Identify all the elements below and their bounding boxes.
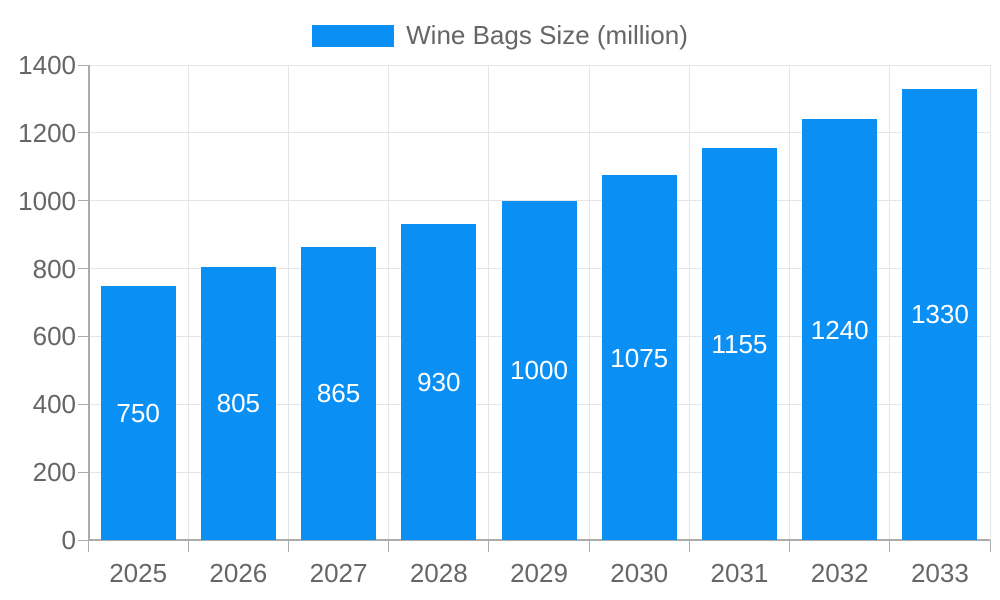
y-axis-tick	[78, 64, 88, 66]
x-axis-tick	[588, 540, 590, 552]
x-axis-tick	[688, 540, 690, 552]
bar-value-label: 1155	[711, 329, 768, 360]
bar-2028[interactable]: 930	[401, 224, 477, 540]
bar-2027[interactable]: 865	[301, 246, 377, 540]
bar-value-label: 805	[216, 388, 261, 419]
y-axis-label: 800	[32, 253, 76, 284]
gridline-vertical	[789, 65, 791, 540]
y-axis-line	[88, 65, 90, 540]
legend-label: Wine Bags Size (million)	[406, 20, 688, 50]
y-axis-tick	[78, 471, 88, 473]
y-axis-label: 200	[32, 457, 76, 488]
gridline-vertical	[287, 65, 289, 540]
gridline-vertical	[889, 65, 891, 540]
bar-value-label: 1000	[510, 355, 568, 386]
x-axis-tick	[388, 540, 390, 552]
x-axis-tick	[989, 540, 991, 552]
x-axis-label: 2026	[209, 558, 268, 588]
gridline-vertical	[688, 65, 690, 540]
y-axis-label: 600	[32, 321, 76, 352]
bar-value-label: 1330	[910, 299, 969, 330]
bar-value-label: 1240	[810, 314, 869, 345]
legend: Wine Bags Size (million)	[0, 20, 1000, 51]
y-axis-tick	[78, 403, 88, 405]
bar-2025[interactable]: 750	[100, 285, 176, 540]
y-axis-label: 0	[61, 525, 76, 555]
y-axis-label: 1000	[18, 185, 76, 216]
bar-value-label: 750	[116, 397, 160, 428]
x-axis-tick	[889, 540, 891, 552]
gridline-vertical	[388, 65, 390, 540]
y-axis-label: 400	[32, 389, 76, 420]
x-axis-tick	[87, 540, 89, 552]
x-axis-label: 2031	[710, 558, 769, 588]
bar-2026[interactable]: 805	[200, 266, 276, 540]
y-axis-label: 1200	[18, 117, 76, 148]
x-axis-line	[88, 539, 990, 541]
x-axis-tick	[789, 540, 791, 552]
gridline-horizontal	[88, 64, 990, 66]
gridline-vertical	[187, 65, 189, 540]
x-axis-label: 2028	[409, 558, 468, 588]
gridline-horizontal	[88, 132, 990, 134]
bar-value-label: 1075	[610, 342, 669, 373]
y-axis-tick	[78, 539, 88, 541]
y-axis-tick	[78, 268, 88, 270]
y-axis-tick	[78, 335, 88, 337]
x-axis-label: 2032	[810, 558, 869, 588]
gridline-vertical	[989, 65, 991, 540]
legend-item[interactable]: Wine Bags Size (million)	[312, 20, 688, 51]
bar-2029[interactable]: 1000	[501, 200, 577, 540]
y-axis-tick	[78, 200, 88, 202]
gridline-vertical	[488, 65, 490, 540]
bar-2033[interactable]: 1330	[902, 88, 978, 540]
x-axis-label: 2033	[910, 558, 969, 588]
bar-value-label: 930	[417, 367, 461, 398]
plot-area: 0 200 400 600 800 1000 1200 1400 750 2025 805 2026 8…	[18, 50, 991, 588]
x-axis-label: 2029	[510, 558, 568, 588]
x-axis-label: 2027	[309, 558, 368, 588]
x-axis-tick	[287, 540, 289, 552]
y-axis-label: 1400	[18, 50, 76, 80]
legend-swatch-icon	[312, 24, 395, 47]
x-axis-tick	[187, 540, 189, 552]
x-axis-label: 2030	[610, 558, 669, 588]
bar-2032[interactable]: 1240	[802, 119, 878, 540]
x-axis-tick	[488, 540, 490, 552]
y-axis-tick	[78, 132, 88, 134]
bar-2031[interactable]: 1155	[701, 148, 777, 540]
gridline-vertical	[588, 65, 590, 540]
x-axis-label: 2025	[109, 558, 168, 588]
bar-2030[interactable]: 1075	[601, 175, 677, 540]
bar-value-label: 865	[316, 378, 361, 409]
